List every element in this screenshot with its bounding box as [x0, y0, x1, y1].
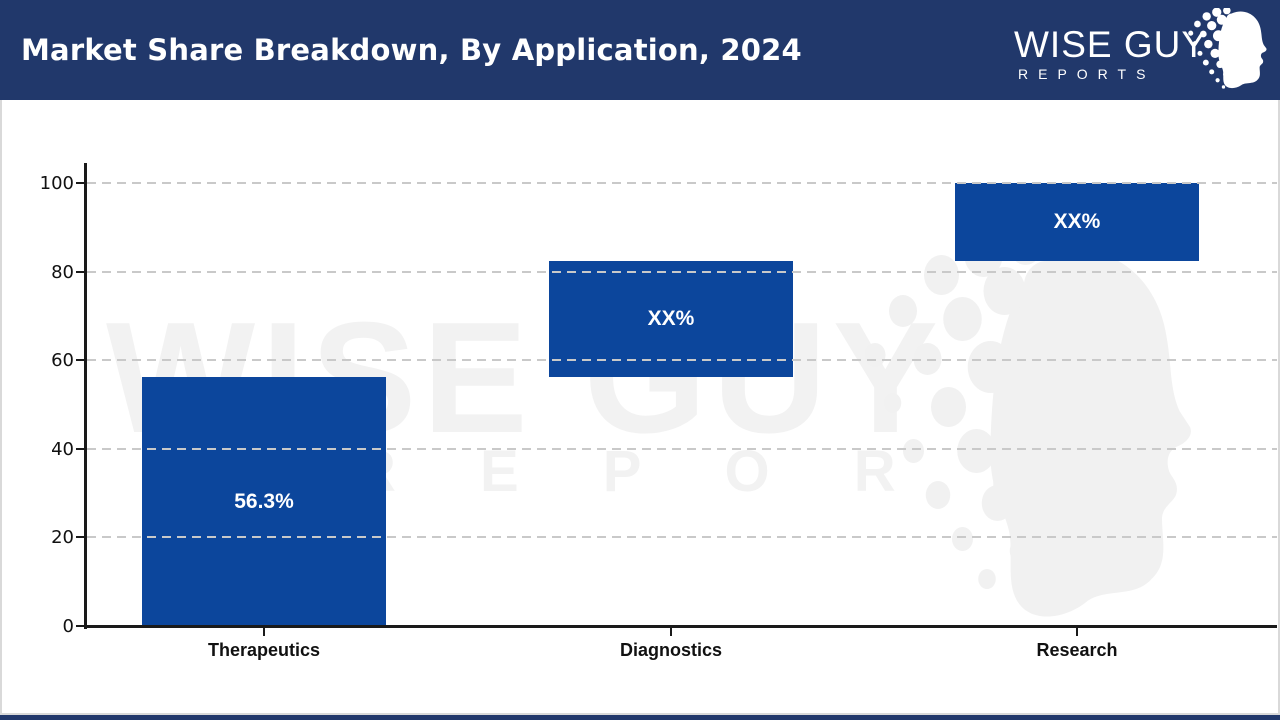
wise-guy-reports-logo: WISE GUY REPORTS	[1014, 8, 1267, 92]
x-axis-line	[84, 625, 1277, 628]
bar-diagnostics: XX%	[549, 261, 793, 377]
x-category-label-diagnostics: Diagnostics	[619, 640, 723, 660]
y-tick-label-100: 100	[39, 172, 74, 194]
x-category-label-therapeutics: Therapeutics	[207, 640, 321, 660]
x-tick-diagnostics	[670, 628, 672, 636]
dotted-head-profile-icon	[1188, 8, 1267, 89]
y-tick-100	[76, 182, 85, 184]
logo-wordmark: WISE GUY	[1014, 24, 1208, 65]
page-title: Market Share Breakdown, By Application, …	[21, 33, 802, 67]
y-tick-20	[76, 536, 85, 538]
y-tick-label-0: 0	[62, 615, 74, 637]
bar-value-label: XX%	[1053, 210, 1101, 233]
bar-therapeutics: 56.3%	[142, 377, 386, 626]
y-tick-label-60: 60	[51, 349, 74, 371]
y-tick-label-40: 40	[51, 438, 74, 460]
bar-value-label: 56.3%	[234, 489, 294, 513]
gridline-60	[87, 359, 1277, 361]
y-tick-80	[76, 271, 85, 273]
watermark-head-icon	[864, 235, 1191, 617]
footer-bar	[0, 715, 1280, 720]
gridline-80	[87, 271, 1277, 273]
gridline-40	[87, 448, 1277, 450]
logo-subtext: REPORTS	[1018, 66, 1156, 82]
bar-value-label: XX%	[647, 307, 695, 330]
y-tick-40	[76, 448, 85, 450]
bar-research: XX%	[955, 183, 1199, 261]
gridline-20	[87, 536, 1277, 538]
y-tick-60	[76, 359, 85, 361]
y-tick-0	[76, 625, 85, 627]
y-tick-label-20: 20	[51, 526, 74, 548]
x-tick-research	[1076, 628, 1078, 636]
x-category-label-research: Research	[1036, 640, 1118, 660]
y-tick-label-80: 80	[51, 261, 74, 283]
y-axis-line	[84, 163, 87, 629]
header-bar: Market Share Breakdown, By Application, …	[0, 0, 1280, 100]
x-tick-therapeutics	[263, 628, 265, 636]
gridline-100	[87, 182, 1277, 184]
